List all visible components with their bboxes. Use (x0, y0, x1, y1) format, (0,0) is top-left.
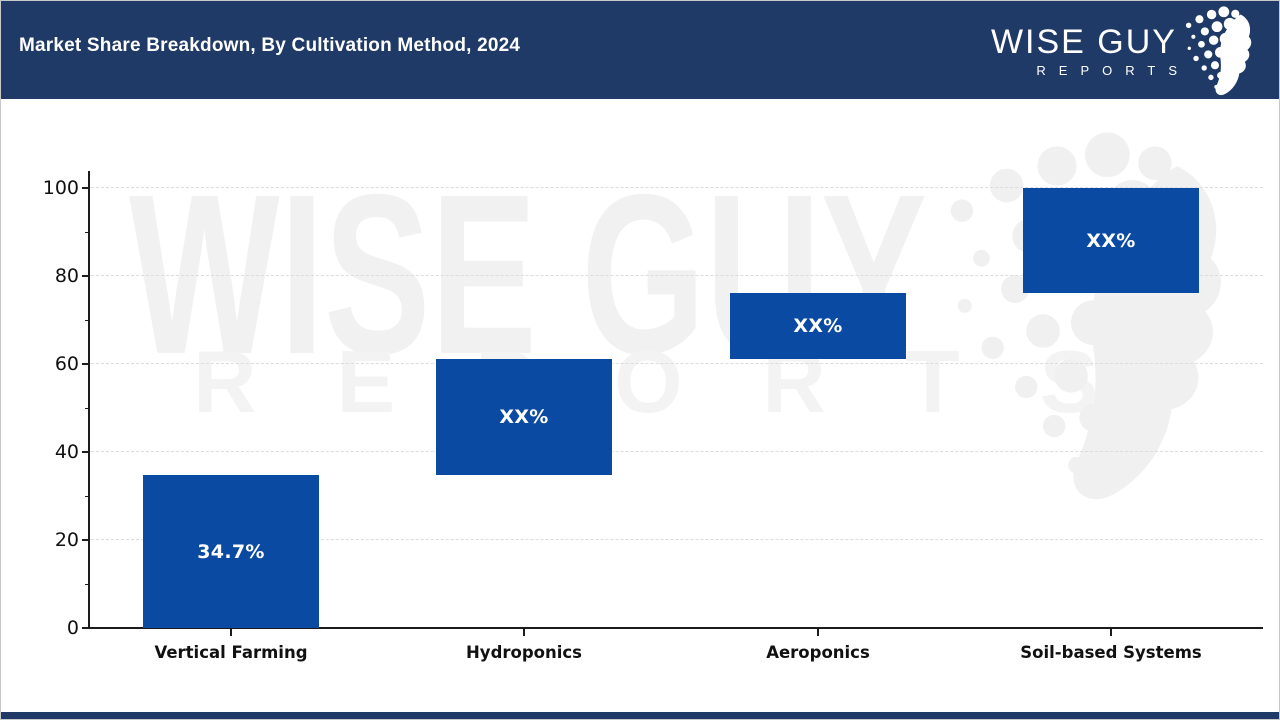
x-tick-aeroponics (817, 629, 819, 636)
x-tick-soil-based-systems (1110, 629, 1112, 636)
y-tick-label-60: 60 (54, 353, 79, 375)
x-axis-label-aeroponics: Aeroponics (766, 643, 870, 662)
chart-title: Market Share Breakdown, By Cultivation M… (19, 35, 521, 56)
bar-soil-based-systems: XX% (1023, 188, 1199, 294)
bar-value-label-aeroponics: XX% (793, 315, 843, 338)
y-tick-label-100: 100 (42, 177, 79, 199)
y-tick-100 (82, 187, 89, 189)
bar-value-label-vertical-farming: 34.7% (197, 540, 265, 563)
logo-subtitle: REPORTS (1036, 62, 1190, 78)
gridline-y-60 (91, 363, 1263, 364)
gridline-y-100 (91, 187, 1263, 188)
footer-accent-bar (1, 712, 1279, 719)
x-axis-label-hydroponics: Hydroponics (466, 643, 582, 662)
gridline-y-80 (91, 275, 1263, 276)
y-minor-tick-90 (85, 231, 89, 233)
y-axis-spine (88, 171, 90, 628)
wise-guy-reports-logo: WISE GUY REPORTS (991, 5, 1267, 97)
x-axis-spine (88, 627, 1263, 629)
bar-value-label-soil-based-systems: XX% (1086, 229, 1136, 252)
x-tick-vertical-farming (230, 629, 232, 636)
gridline-y-40 (91, 451, 1263, 452)
x-axis-label-vertical-farming: Vertical Farming (154, 643, 308, 662)
y-minor-tick-30 (85, 495, 89, 497)
y-tick-label-20: 20 (54, 529, 79, 551)
y-tick-80 (82, 275, 89, 277)
y-tick-60 (82, 363, 89, 365)
y-tick-40 (82, 451, 89, 453)
bar-aeroponics: XX% (730, 293, 906, 360)
logo-wordmark: WISE GUY (990, 22, 1177, 61)
y-tick-20 (82, 539, 89, 541)
y-tick-label-80: 80 (54, 265, 79, 287)
header-bar: Market Share Breakdown, By Cultivation M… (1, 1, 1279, 99)
bar-hydroponics: XX% (436, 359, 612, 476)
y-minor-tick-50 (85, 407, 89, 409)
x-tick-hydroponics (523, 629, 525, 636)
y-tick-label-0: 0 (66, 617, 79, 639)
y-minor-tick-70 (85, 319, 89, 321)
bar-vertical-farming: 34.7% (143, 475, 319, 628)
x-axis-label-soil-based-systems: Soil-based Systems (1020, 643, 1202, 662)
plot-area: 0 20 40 60 80 100 34.7% Vertical Farming XX% Hydr… (1, 99, 1279, 719)
y-tick-0 (82, 627, 89, 629)
watermark-subtitle: REPORTS (193, 332, 1179, 431)
logo-face-icon (1185, 6, 1252, 96)
logo-text: WISE GUY REPORTS (991, 25, 1177, 78)
gridline-y-20 (91, 539, 1263, 540)
y-minor-tick-10 (85, 583, 89, 585)
bar-value-label-hydroponics: XX% (499, 406, 549, 429)
y-tick-label-40: 40 (54, 441, 79, 463)
